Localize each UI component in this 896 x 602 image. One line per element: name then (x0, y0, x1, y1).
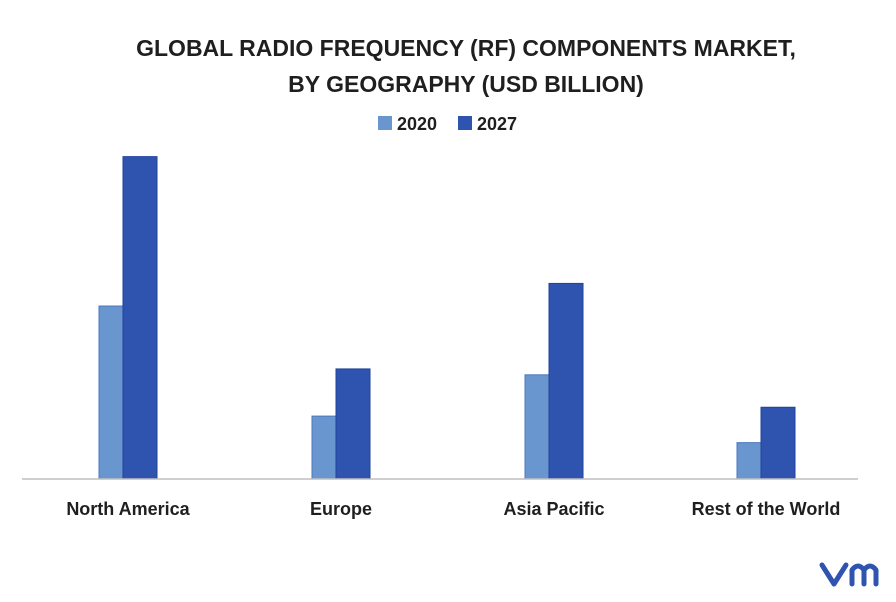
logo-v-stroke (819, 562, 849, 587)
bar-2027-europe (335, 368, 371, 480)
bar-2027-north-america (122, 156, 158, 480)
chart-title-line-1: GLOBAL RADIO FREQUENCY (RF) COMPONENTS M… (136, 35, 796, 61)
category-label-rest-of-the-world: Rest of the World (692, 499, 841, 519)
bar-2020-rest-of-the-world (736, 442, 762, 480)
bar-2027-rest-of-the-world (760, 406, 796, 480)
bar-2020-europe (311, 415, 337, 480)
vmr-logo (819, 562, 879, 587)
legend-swatch-2027 (458, 116, 472, 130)
legend-swatch-2020 (378, 116, 392, 130)
chart-title-line-2: BY GEOGRAPHY (USD BILLION) (288, 71, 644, 97)
category-label-europe: Europe (310, 499, 372, 519)
bar-2020-asia-pacific (524, 374, 550, 480)
bar-2020-north-america (98, 305, 124, 480)
bars-group (98, 156, 796, 480)
legend-label-2020: 2020 (397, 114, 437, 134)
legend: 2020 2027 (378, 114, 517, 134)
bar-2027-asia-pacific (548, 282, 584, 480)
legend-label-2027: 2027 (477, 114, 517, 134)
logo-m-stroke (849, 563, 879, 587)
category-label-north-america: North America (66, 499, 190, 519)
category-label-asia-pacific: Asia Pacific (503, 499, 604, 519)
category-labels: North America Europe Asia Pacific Rest o… (66, 499, 840, 519)
